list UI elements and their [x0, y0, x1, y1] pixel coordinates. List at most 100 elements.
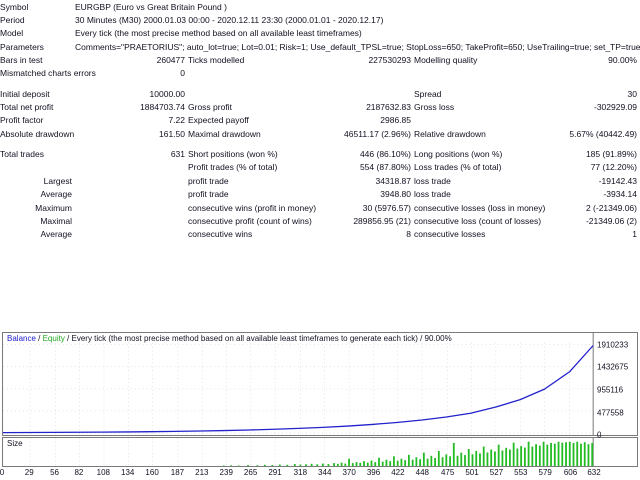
report-row-label: Parameters — [0, 41, 44, 52]
report-row-label: Total net profit — [0, 102, 54, 113]
report-row-name-2: consecutive wins (profit in money) — [188, 202, 317, 213]
report-row-name-3 — [414, 67, 527, 80]
report-row-value-1: 161.50 — [159, 128, 185, 139]
report-row: Symbol EURGBP (Euro vs Great Britain Poun… — [0, 0, 640, 13]
report-parameters-value: Comments="PRAETORIUS"; auto_lot=true; Lo… — [75, 41, 640, 52]
report-row-value-1: 1884703.74 — [140, 102, 185, 113]
report-row-value-1: 7.22 — [168, 115, 185, 126]
x-axis-labels: 0 29 56 82 108 134 160 187 213 239 265 291 318 344 370… — [0, 468, 638, 479]
x-axis-tick: 134 — [121, 468, 135, 477]
report-row-value-2: 2986.85 — [380, 115, 411, 126]
report-row: Initial deposit 10000.00 Spread 30 — [0, 87, 640, 100]
report-row-label: Model — [0, 28, 24, 39]
report-row-value-1: 631 — [170, 149, 185, 160]
report-row-name-3: loss trade — [414, 189, 451, 200]
report-row: Maximal consecutive profit (count of wins… — [0, 214, 640, 227]
legend-equity: Equity — [42, 334, 65, 343]
report-row-label: Symbol — [0, 1, 29, 12]
size-panel-label: Size — [7, 439, 23, 448]
x-axis-tick: 318 — [293, 468, 308, 477]
balance-plot-area — [3, 333, 594, 435]
report-row-description: Every tick (the most precise method base… — [75, 28, 362, 39]
legend-sep-2: / — [64, 334, 72, 343]
report-row-name-2: Profit trades (% of total) — [188, 162, 278, 173]
report-row-value-1 — [75, 174, 188, 187]
report-row-value-2: 289856.95 (21) — [353, 215, 411, 226]
report-row-value-3: 185 (91.89%) — [585, 149, 637, 160]
x-axis-tick: 448 — [415, 468, 429, 477]
x-axis-tick: 82 — [74, 468, 84, 477]
report-row-name-3: consecutive loss (count of losses) — [414, 215, 542, 226]
report-row-value-1 — [75, 188, 188, 201]
report-row-label: Absolute drawdown — [0, 128, 75, 139]
report-row-label: Period — [0, 14, 25, 25]
balance-equity-chart: Balance / Equity / Every tick (the most … — [2, 332, 638, 440]
report-row-value-1: 10000.00 — [149, 88, 185, 99]
report-row: Period 30 Minutes (M30) 2000.01.03 00:00 … — [0, 13, 640, 26]
report-row-name-2 — [188, 87, 301, 100]
report-row-name-2: Gross profit — [188, 102, 232, 113]
report-row-value-2 — [301, 67, 414, 80]
x-axis-tick: 108 — [96, 468, 110, 477]
report-row: Model Every tick (the most precise method… — [0, 27, 640, 40]
report-row-value-2: 34318.87 — [375, 175, 411, 186]
size-chart: Size — [2, 437, 638, 467]
x-axis-tick: 606 — [563, 468, 578, 477]
x-axis-tick: 344 — [318, 468, 332, 477]
report-row-name-3: Spread — [414, 88, 442, 99]
report-row-name-2: profit trade — [188, 175, 229, 186]
chart-legend: Balance / Equity / Every tick (the most … — [7, 334, 452, 344]
x-axis-tick: 213 — [195, 468, 209, 477]
report-row-value-2: 46511.17 (2.96%) — [344, 128, 411, 139]
report-row-value-3: 77 (12.20%) — [590, 162, 637, 173]
report-row: Total net profit 1884703.74 Gross profit 21… — [0, 101, 640, 114]
report-row-name-3: consecutive losses (loss in money) — [414, 202, 546, 213]
report-row-value-1 — [75, 161, 188, 174]
report-row-value-3: -3934.14 — [603, 189, 637, 200]
report-row: Largest profit trade 34318.87 loss trade -19… — [0, 174, 640, 187]
report-row-value-2: 30 (5976.57) — [362, 202, 411, 213]
legend-description: Every tick (the most precise method base… — [71, 334, 452, 343]
report-row-value-2: 2187632.83 — [366, 102, 411, 113]
report-row-description: 30 Minutes (M30) 2000.01.03 00:00 - 2020… — [75, 14, 384, 25]
report-row: Parameters Comments="PRAETORIUS"; auto_lo… — [0, 40, 640, 53]
report-row-value-3: 90.00% — [608, 54, 637, 65]
report-row-label: Maximal — [40, 215, 72, 226]
report-row-value-1 — [75, 228, 188, 241]
report-row-name-2: Expected payoff — [188, 115, 249, 126]
x-axis-tick: 187 — [170, 468, 185, 477]
report-row-spacer — [0, 80, 640, 87]
report-row-value-2: 8 — [406, 229, 411, 240]
report-row-name-2 — [188, 67, 301, 80]
report-row-value-3 — [527, 114, 640, 127]
report-row-value-2: 227530293 — [368, 54, 411, 65]
report-row-name-3: Gross loss — [414, 102, 455, 113]
report-row-value-3: -302929.09 — [593, 102, 637, 113]
report-row: Absolute drawdown 161.50 Maximal drawdown 4… — [0, 127, 640, 140]
report-row-label: Average — [40, 229, 72, 240]
x-axis-tick: 160 — [145, 468, 159, 477]
report-row: Maximum consecutive wins (profit in money… — [0, 201, 640, 214]
report-row-value-3: 1 — [632, 229, 637, 240]
x-axis-tick: 553 — [514, 468, 528, 477]
report-row-value-1 — [75, 214, 188, 227]
x-axis-tick: 56 — [50, 468, 59, 477]
report-row-value-1: 0 — [180, 68, 185, 79]
report-row-label: Profit factor — [0, 115, 44, 126]
report-row-value-1 — [75, 201, 188, 214]
report-row-label: Largest — [43, 175, 72, 186]
report-row-name-3: consecutive losses — [414, 229, 486, 240]
x-axis-tick: 579 — [538, 468, 552, 477]
report-row-value-2: 554 (87.80%) — [359, 162, 411, 173]
x-axis-tick: 396 — [366, 468, 381, 477]
x-axis-tick: 501 — [465, 468, 479, 477]
report-row-name-3: Relative drawdown — [414, 128, 486, 139]
x-axis-tick: 370 — [342, 468, 356, 477]
report-row-value-2: 3948.80 — [380, 189, 411, 200]
legend-sep-1: / — [35, 334, 43, 343]
report-row-label: Total trades — [0, 149, 44, 160]
report-row: Average consecutive wins 8 consecutive loss… — [0, 228, 640, 241]
report-row-name-2: Maximal drawdown — [188, 128, 261, 139]
x-axis-tick: 239 — [219, 468, 233, 477]
report-row: Total trades 631 Short positions (won %) 44… — [0, 148, 640, 161]
